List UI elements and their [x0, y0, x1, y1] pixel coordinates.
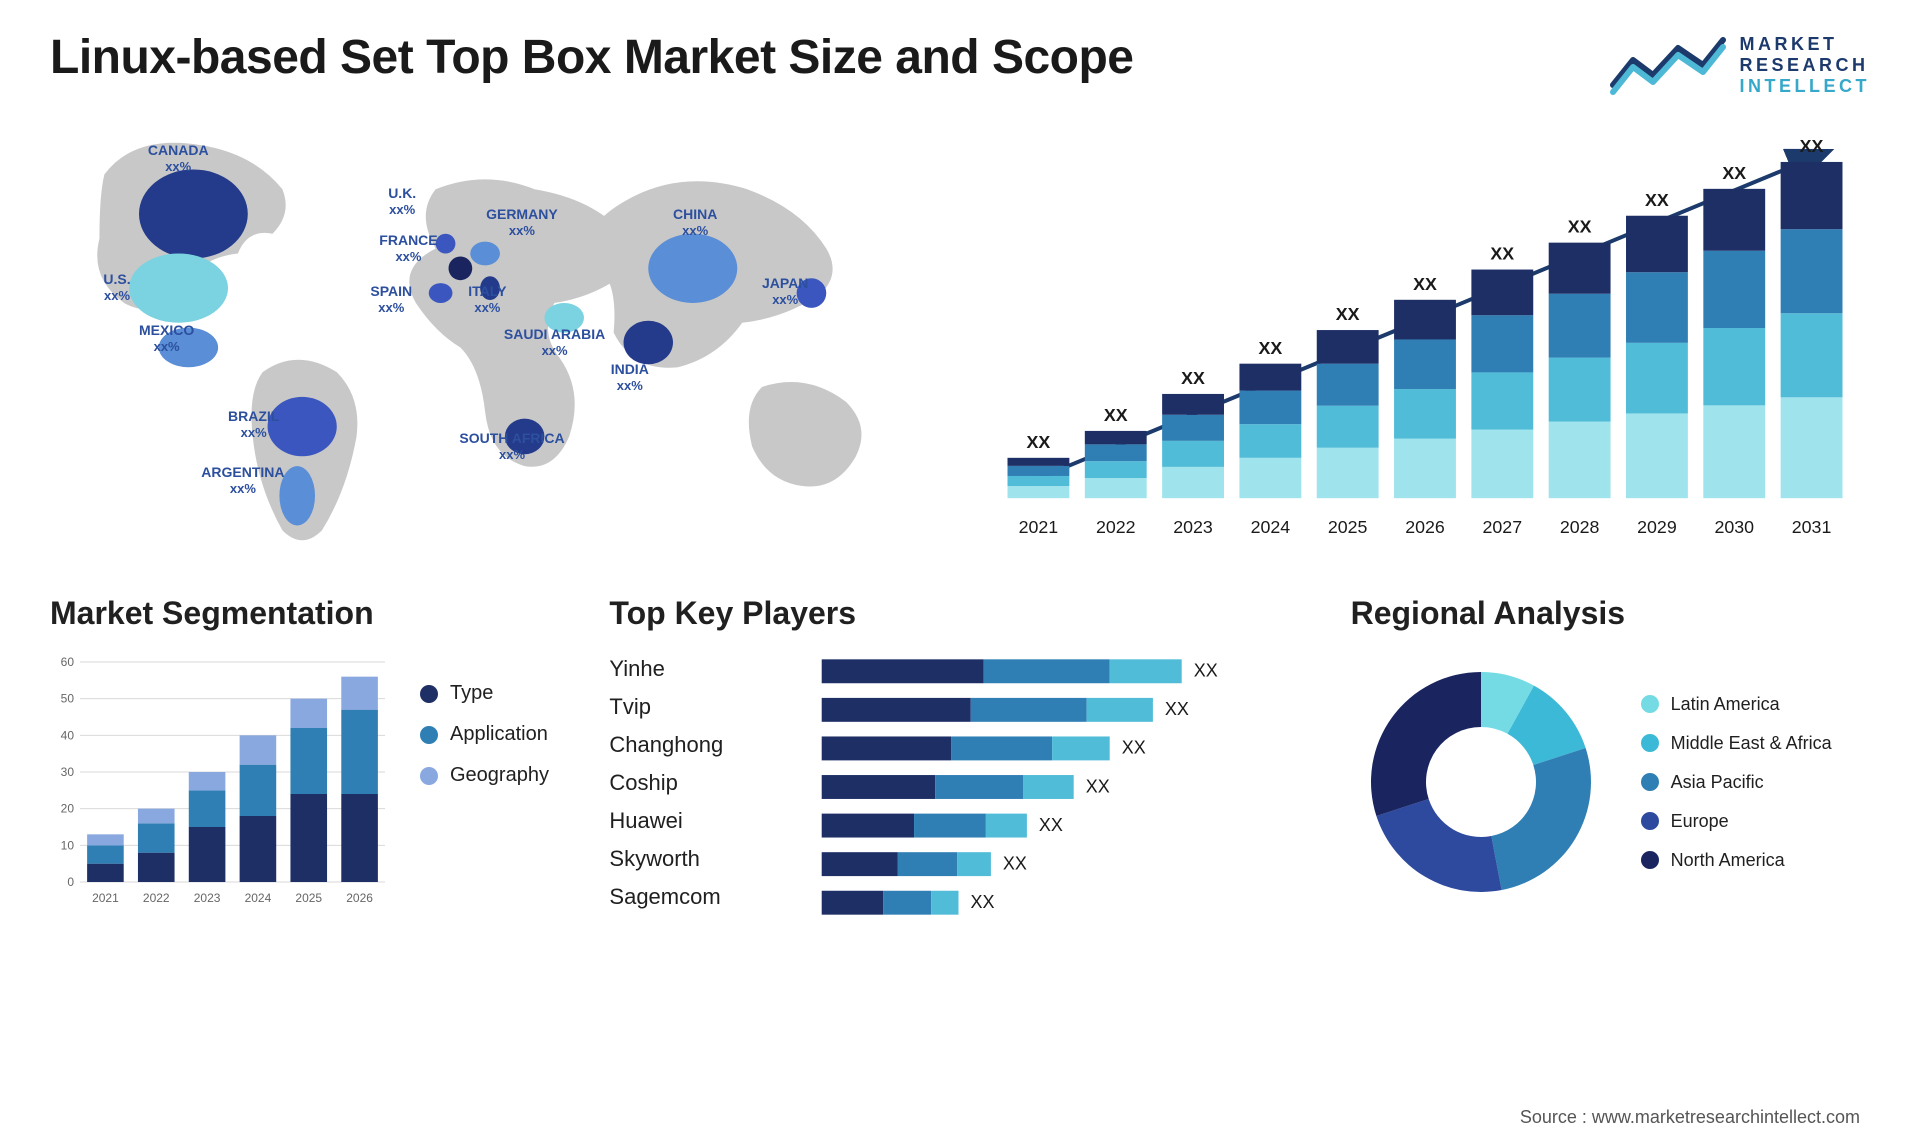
map-label-germany: GERMANYxx% [486, 206, 558, 239]
svg-text:XX: XX [1181, 368, 1205, 388]
map-label-canada: CANADAxx% [148, 142, 209, 175]
key-players-panel: Top Key Players Yinhe Tvip Changhong Coship… [609, 595, 1310, 922]
svg-text:XX: XX [1645, 190, 1669, 210]
svg-text:XX: XX [1003, 853, 1027, 873]
svg-text:2023: 2023 [1173, 517, 1213, 537]
map-label-mexico: MEXICOxx% [139, 322, 194, 355]
seg-legend-geography: Geography [420, 764, 549, 787]
map-label-u-s-: U.S.xx% [103, 271, 130, 304]
logo-mark-icon [1608, 30, 1728, 100]
svg-text:2022: 2022 [143, 891, 170, 905]
svg-text:XX: XX [1194, 661, 1218, 681]
region-middle-east-africa: Middle East & Africa [1641, 733, 1832, 754]
svg-text:0: 0 [67, 875, 74, 889]
svg-text:2021: 2021 [92, 891, 119, 905]
seg-legend-type: Type [420, 682, 549, 705]
svg-text:XX: XX [1336, 304, 1360, 324]
map-label-italy: ITALYxx% [468, 283, 506, 316]
map-label-france: FRANCExx% [379, 232, 437, 265]
svg-text:XX: XX [1104, 405, 1128, 425]
key-players-chart: XXXXXXXXXXXXXX [753, 652, 1310, 922]
logo-text-line3: INTELLECT [1740, 76, 1871, 97]
svg-text:XX: XX [971, 892, 995, 912]
player-coship: Coship [609, 770, 723, 796]
player-yinhe: Yinhe [609, 656, 723, 682]
svg-text:XX: XX [1027, 432, 1051, 452]
region-latin-america: Latin America [1641, 694, 1832, 715]
svg-text:2024: 2024 [245, 891, 272, 905]
svg-text:XX: XX [1800, 136, 1824, 156]
svg-text:2022: 2022 [1096, 517, 1136, 537]
svg-text:2024: 2024 [1251, 517, 1291, 537]
svg-text:10: 10 [61, 838, 75, 852]
svg-text:2027: 2027 [1483, 517, 1523, 537]
regional-donut-chart [1351, 652, 1611, 912]
svg-text:XX: XX [1086, 776, 1110, 796]
regional-title: Regional Analysis [1351, 595, 1870, 632]
map-label-india: INDIAxx% [611, 361, 649, 394]
region-north-america: North America [1641, 850, 1832, 871]
segmentation-title: Market Segmentation [50, 595, 569, 632]
svg-text:2023: 2023 [194, 891, 221, 905]
svg-text:50: 50 [61, 692, 75, 706]
svg-text:2025: 2025 [1328, 517, 1368, 537]
regional-legend: Latin America Middle East & Africa Asia Pa… [1641, 694, 1832, 871]
player-huawei: Huawei [609, 808, 723, 834]
svg-text:30: 30 [61, 765, 75, 779]
svg-text:XX: XX [1039, 815, 1063, 835]
regional-panel: Regional Analysis Latin America Middle Ea… [1351, 595, 1870, 922]
key-players-title: Top Key Players [609, 595, 1310, 632]
map-label-japan: JAPANxx% [762, 275, 808, 308]
seg-legend-application: Application [420, 723, 549, 746]
svg-text:XX: XX [1568, 217, 1592, 237]
segmentation-chart: 0 10 20 30 40 50 60 2021 2022 2023 2024 2025 2026 [50, 652, 390, 912]
svg-text:XX: XX [1722, 163, 1746, 183]
svg-text:2031: 2031 [1792, 517, 1832, 537]
svg-text:60: 60 [61, 655, 75, 669]
svg-text:2025: 2025 [295, 891, 322, 905]
map-label-brazil: BRAZILxx% [228, 408, 279, 441]
map-label-u-k-: U.K.xx% [388, 185, 416, 218]
svg-text:2026: 2026 [1405, 517, 1445, 537]
growth-bar-chart: XX 2021 XX 2022 XX 2023 XX 2024 XX 2025 XX 2026 XX 20… [980, 120, 1870, 550]
map-label-argentina: ARGENTINAxx% [201, 464, 284, 497]
svg-text:XX: XX [1413, 274, 1437, 294]
map-label-spain: SPAINxx% [370, 283, 412, 316]
svg-text:40: 40 [61, 728, 75, 742]
svg-text:XX: XX [1122, 738, 1146, 758]
segmentation-panel: Market Segmentation 0 10 20 30 40 50 60 2021 202… [50, 595, 569, 922]
svg-text:2029: 2029 [1637, 517, 1677, 537]
svg-text:XX: XX [1490, 244, 1514, 264]
svg-text:2021: 2021 [1019, 517, 1059, 537]
map-label-saudi-arabia: SAUDI ARABIAxx% [504, 326, 605, 359]
brand-logo: MARKET RESEARCH INTELLECT [1608, 30, 1871, 100]
svg-text:XX: XX [1259, 338, 1283, 358]
map-label-south-africa: SOUTH AFRICAxx% [459, 430, 564, 463]
player-sagemcom: Sagemcom [609, 884, 723, 910]
key-players-names: Yinhe Tvip Changhong Coship Huawei Skyworth Sa… [609, 656, 723, 922]
svg-text:XX: XX [1165, 699, 1189, 719]
logo-text-line1: MARKET [1740, 34, 1871, 55]
svg-text:2028: 2028 [1560, 517, 1600, 537]
svg-text:20: 20 [61, 802, 75, 816]
world-map-panel: CANADAxx% U.S.xx% MEXICOxx% BRAZILxx% ARGENT… [50, 120, 940, 550]
player-changhong: Changhong [609, 732, 723, 758]
map-label-china: CHINAxx% [673, 206, 717, 239]
region-asia-pacific: Asia Pacific [1641, 772, 1832, 793]
svg-text:2026: 2026 [346, 891, 373, 905]
page-title: Linux-based Set Top Box Market Size and … [50, 30, 1134, 85]
source-text: Source : www.marketresearchintellect.com [1520, 1107, 1860, 1128]
logo-text-line2: RESEARCH [1740, 55, 1871, 76]
region-europe: Europe [1641, 811, 1832, 832]
player-tvip: Tvip [609, 694, 723, 720]
segmentation-legend: Type Application Geography [420, 682, 549, 912]
player-skyworth: Skyworth [609, 846, 723, 872]
svg-text:2030: 2030 [1714, 517, 1754, 537]
